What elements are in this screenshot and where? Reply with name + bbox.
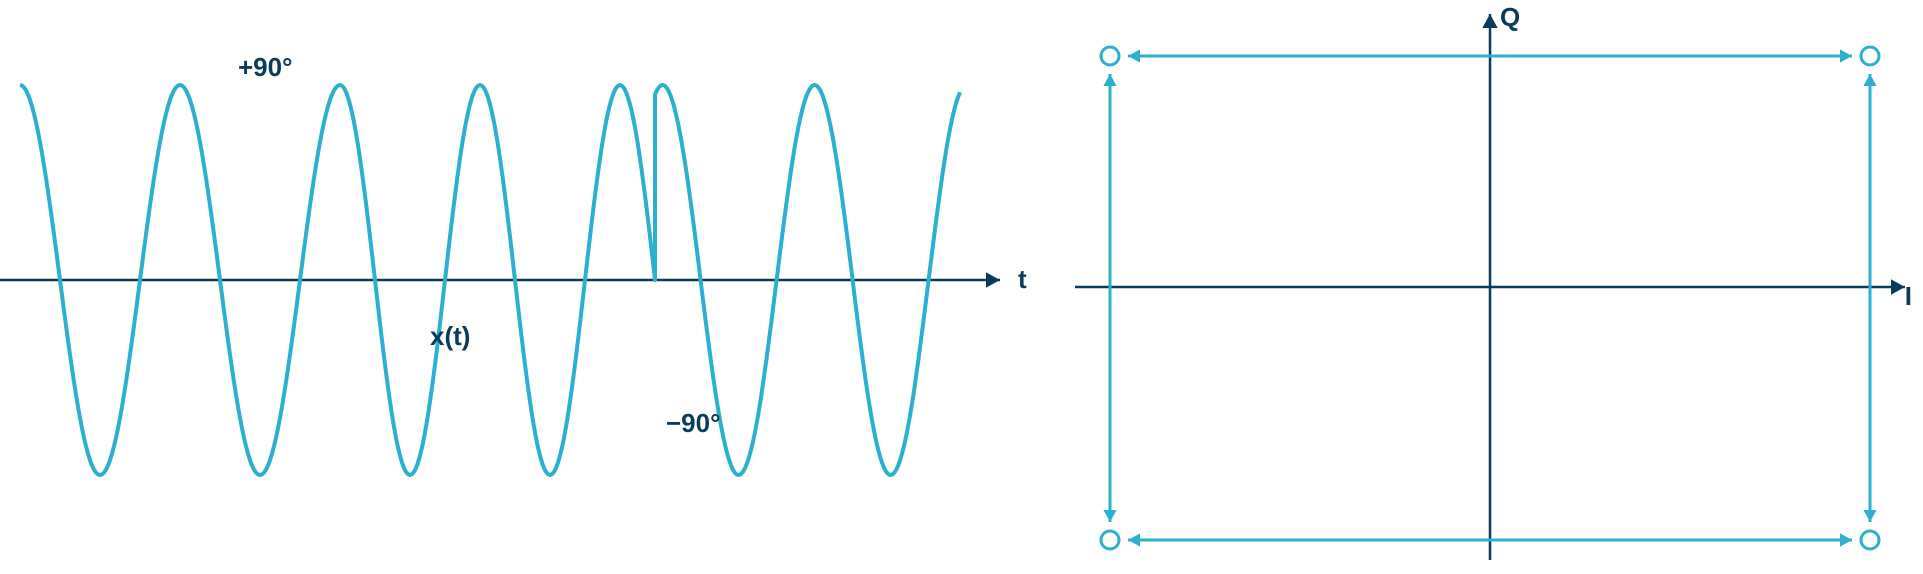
constellation-point <box>1101 531 1119 549</box>
constellation-point <box>1101 47 1119 65</box>
q-axis-label: Q <box>1500 2 1520 32</box>
constellation-chart: IQ <box>1075 2 1912 560</box>
i-axis-label: I <box>1905 281 1912 311</box>
waveform-chart: t x(t) +90° −90° <box>0 52 1027 475</box>
constellation-point <box>1861 531 1879 549</box>
phase-label-minus90: −90° <box>666 408 721 438</box>
phase-label-plus90: +90° <box>238 52 293 82</box>
signal-label: x(t) <box>430 321 470 351</box>
t-axis-label: t <box>1018 264 1027 294</box>
constellation-point <box>1861 47 1879 65</box>
